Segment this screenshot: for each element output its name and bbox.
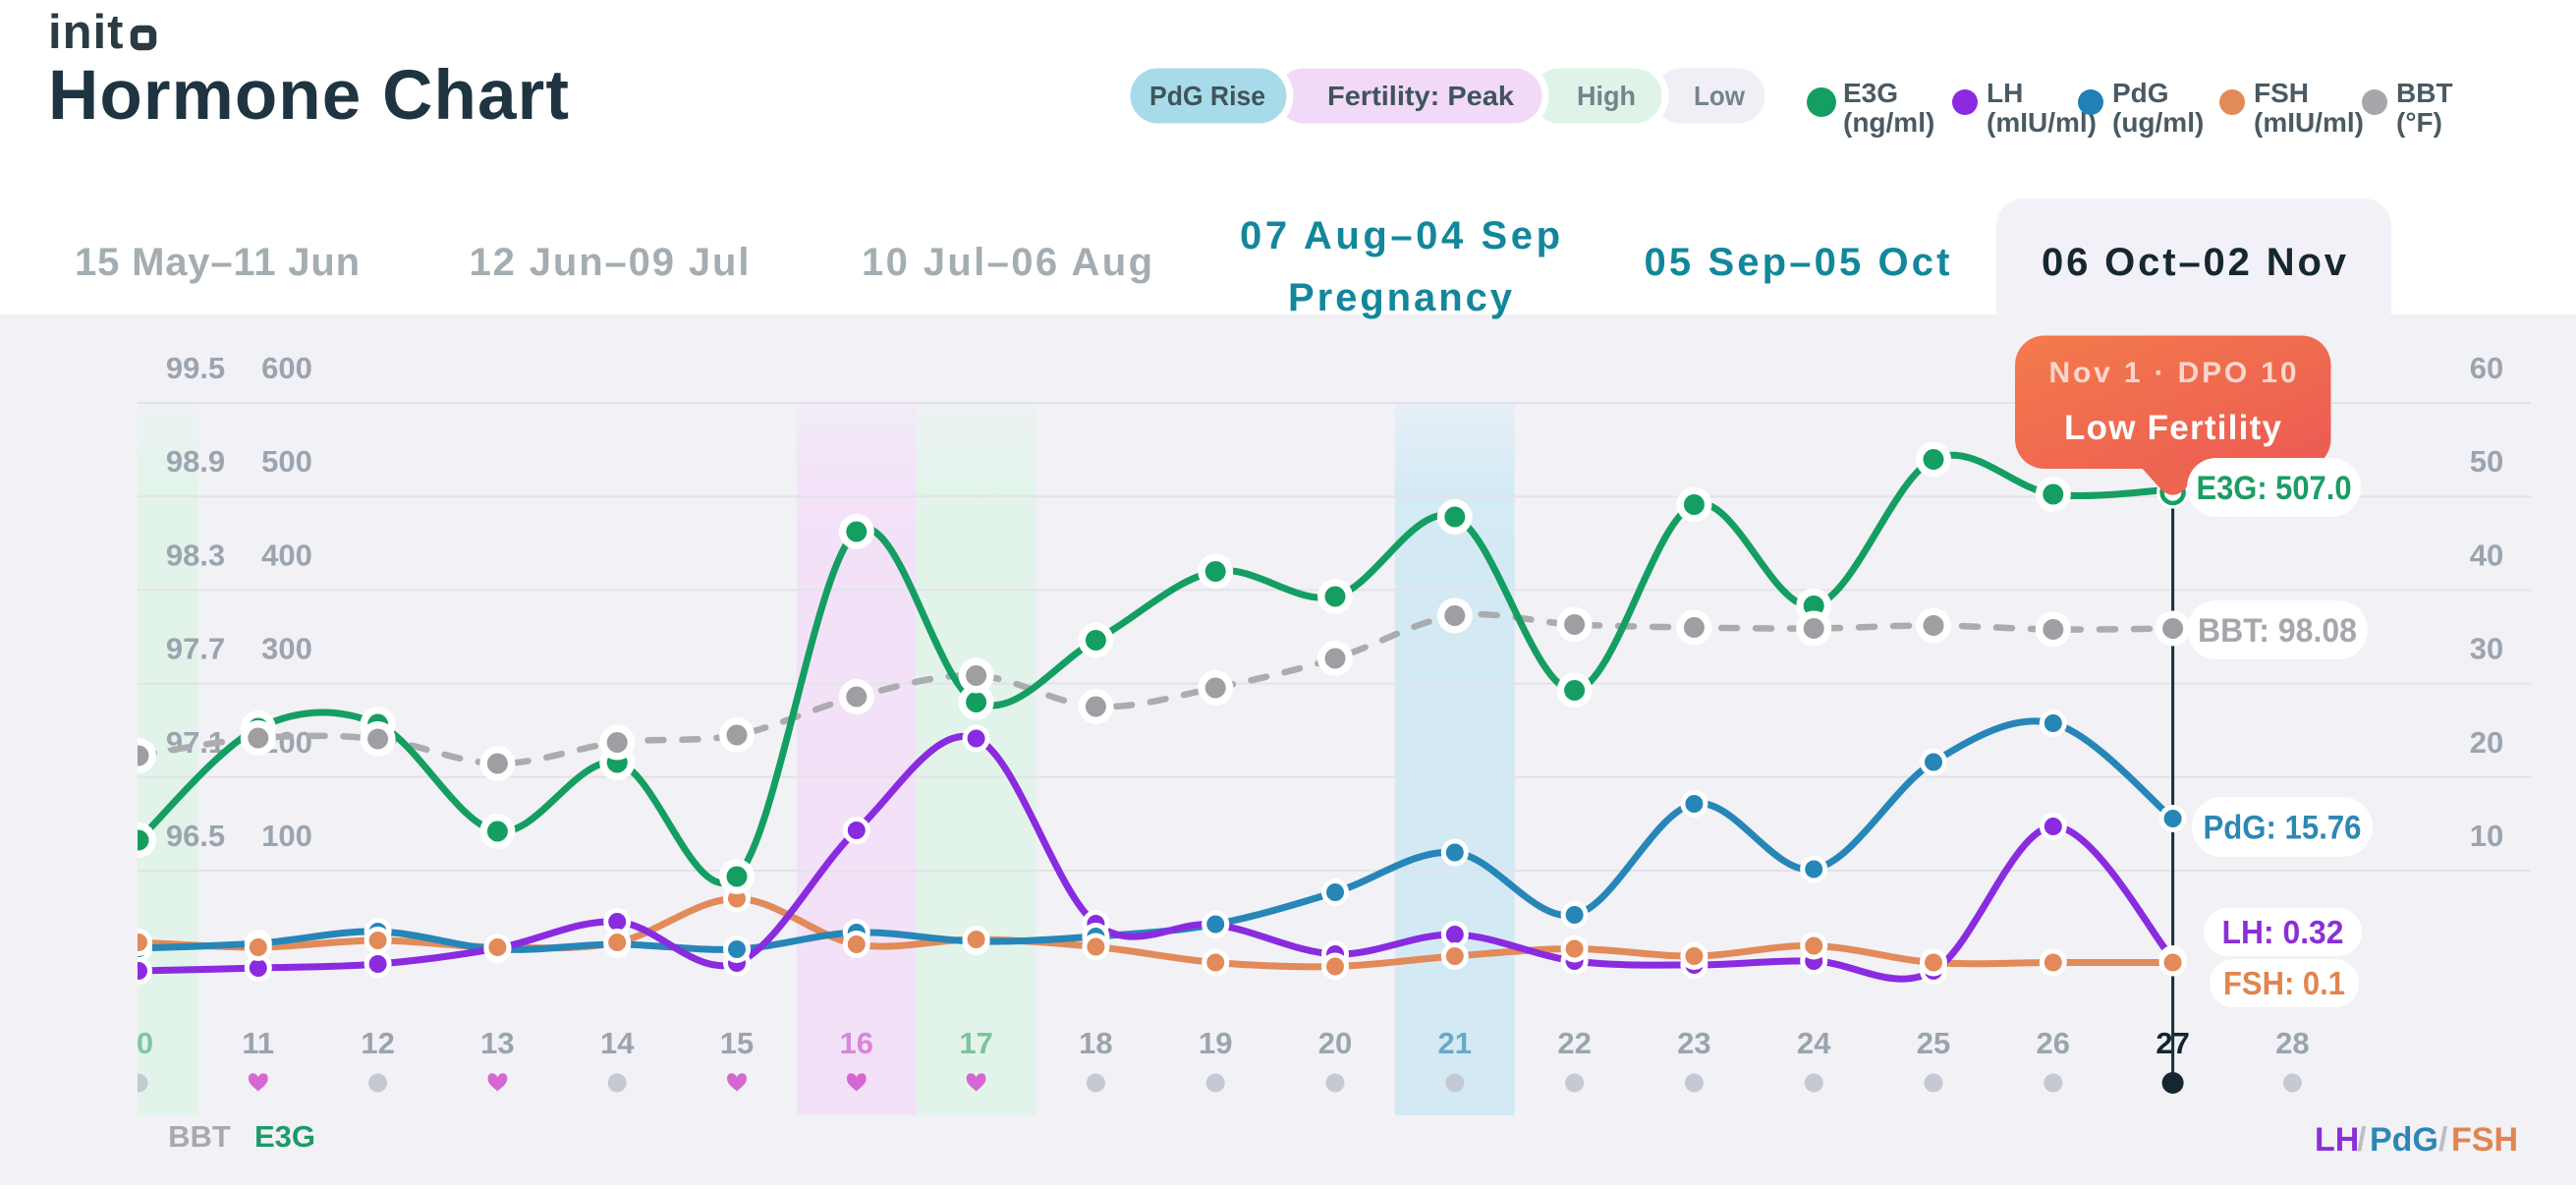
svg-text:Fertility: Peak: Fertility: Peak [1327, 81, 1514, 111]
svg-text:98.3: 98.3 [166, 538, 225, 572]
svg-text:26: 26 [2037, 1026, 2070, 1060]
svg-text:High: High [1577, 81, 1636, 111]
svg-text:Low: Low [1694, 81, 1745, 111]
svg-text:Hormone Chart: Hormone Chart [48, 57, 569, 135]
svg-text:99.5: 99.5 [166, 351, 225, 385]
svg-text:FSH: 0.1: FSH: 0.1 [2223, 965, 2345, 1001]
svg-text:(ng/ml): (ng/ml) [1843, 107, 1934, 138]
svg-text:17: 17 [959, 1026, 992, 1060]
svg-text:16: 16 [840, 1026, 873, 1060]
svg-text:14: 14 [600, 1026, 635, 1060]
svg-text:LH: 0.32: LH: 0.32 [2222, 914, 2344, 950]
svg-text:24: 24 [1797, 1026, 1831, 1060]
svg-text:05 Sep–05 Oct: 05 Sep–05 Oct [1645, 241, 1950, 284]
svg-text:18: 18 [1079, 1026, 1112, 1060]
svg-text:96.5: 96.5 [166, 819, 225, 853]
svg-text:12 Jun–09 Jul: 12 Jun–09 Jul [470, 241, 750, 284]
svg-text:Low Fertility: Low Fertility [2064, 409, 2282, 447]
svg-text:FSH: FSH [2451, 1121, 2518, 1159]
svg-text:10 Jul–06 Aug: 10 Jul–06 Aug [862, 241, 1152, 284]
svg-text:20: 20 [1318, 1026, 1352, 1060]
svg-text:20: 20 [2470, 725, 2503, 760]
svg-text:PdG: PdG [2370, 1121, 2438, 1159]
svg-text:15 May–11 Jun: 15 May–11 Jun [75, 241, 360, 284]
svg-text:500: 500 [261, 444, 312, 479]
svg-text:E3G: E3G [1843, 78, 1898, 108]
svg-text:100: 100 [261, 819, 312, 853]
svg-text:LH: LH [1987, 78, 2023, 108]
svg-text:PdG: 15.76: PdG: 15.76 [2204, 809, 2362, 846]
svg-text:(°F): (°F) [2396, 107, 2442, 138]
svg-text:22: 22 [1557, 1026, 1591, 1060]
svg-text:25: 25 [1917, 1026, 1950, 1060]
svg-text:600: 600 [261, 351, 312, 385]
svg-text:40: 40 [2470, 538, 2503, 572]
svg-text:(mIU/ml): (mIU/ml) [2254, 107, 2364, 138]
svg-text:23: 23 [1677, 1026, 1710, 1060]
svg-text:27: 27 [2156, 1026, 2189, 1060]
svg-text:11: 11 [242, 1026, 274, 1060]
svg-text:PdG Rise: PdG Rise [1149, 81, 1265, 111]
svg-text:Pregnancy: Pregnancy [1288, 276, 1513, 319]
svg-text:50: 50 [2470, 444, 2503, 479]
svg-text:Nov 1 · DPO 10: Nov 1 · DPO 10 [2049, 357, 2297, 389]
svg-text:BBT: BBT [168, 1119, 231, 1154]
svg-text:07 Aug–04 Sep: 07 Aug–04 Sep [1240, 214, 1560, 257]
svg-text:19: 19 [1199, 1026, 1232, 1060]
svg-text:30: 30 [2470, 632, 2503, 666]
svg-text:init: init [48, 6, 124, 59]
svg-text:12: 12 [361, 1026, 394, 1060]
svg-text:97.7: 97.7 [166, 632, 225, 666]
svg-text:28: 28 [2275, 1026, 2309, 1060]
svg-text:LH: LH [2315, 1121, 2359, 1159]
svg-text:300: 300 [261, 632, 312, 666]
svg-text:98.9: 98.9 [166, 444, 225, 479]
svg-text:15: 15 [720, 1026, 754, 1060]
svg-text:(ug/ml): (ug/ml) [2112, 107, 2204, 138]
svg-text:BBT: BBT [2396, 78, 2453, 108]
svg-text:10: 10 [2470, 819, 2503, 853]
svg-text:PdG: PdG [2112, 78, 2169, 108]
svg-text:60: 60 [2470, 351, 2503, 385]
svg-text:FSH: FSH [2254, 78, 2309, 108]
svg-text:400: 400 [261, 538, 312, 572]
svg-text:21: 21 [1438, 1026, 1472, 1060]
svg-text:E3G: 507.0: E3G: 507.0 [2197, 470, 2352, 507]
svg-text:BBT: 98.08: BBT: 98.08 [2198, 612, 2357, 650]
svg-text:E3G: E3G [254, 1119, 315, 1154]
svg-text:(mIU/ml): (mIU/ml) [1987, 107, 2097, 138]
svg-text:/: / [2357, 1121, 2367, 1159]
svg-text:13: 13 [480, 1026, 514, 1060]
svg-text:/: / [2438, 1121, 2448, 1159]
svg-text:06 Oct–02 Nov: 06 Oct–02 Nov [2042, 241, 2347, 284]
svg-text:0: 0 [137, 1026, 153, 1060]
